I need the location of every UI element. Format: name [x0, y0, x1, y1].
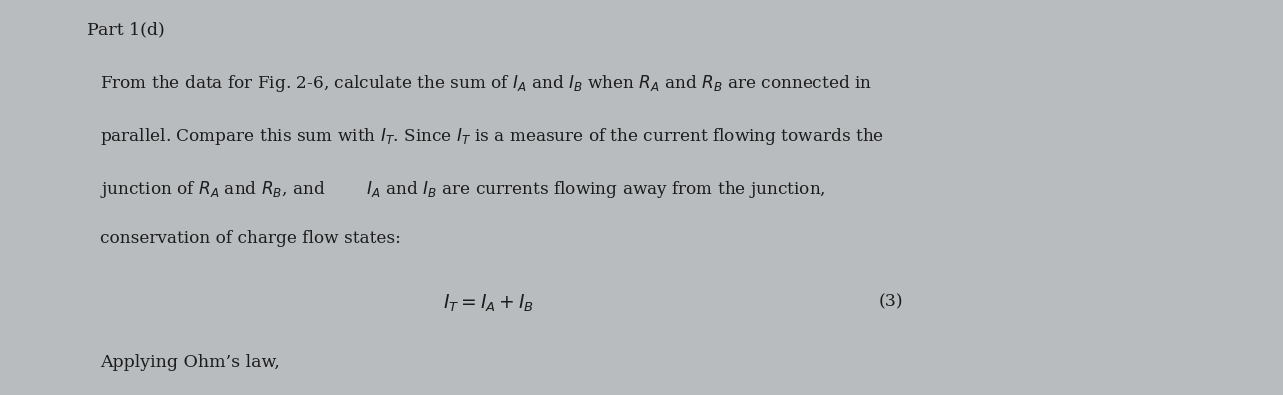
Text: parallel. Compare this sum with $I_T$. Since $I_T$ is a measure of the current f: parallel. Compare this sum with $I_T$. S…: [100, 126, 884, 147]
Text: $I_T = I_A + I_B$: $I_T = I_A + I_B$: [443, 293, 534, 314]
Text: From the data for Fig. 2-6, calculate the sum of $I_A$ and $I_B$ when $R_A$ and : From the data for Fig. 2-6, calculate th…: [100, 73, 872, 94]
Text: conservation of charge flow states:: conservation of charge flow states:: [100, 230, 402, 247]
Text: Applying Ohm’s law,: Applying Ohm’s law,: [100, 354, 280, 371]
Text: Part 1(d): Part 1(d): [87, 22, 166, 39]
Text: junction of $R_A$ and $R_B$, and        $I_A$ and $I_B$ are currents flowing awa: junction of $R_A$ and $R_B$, and $I_A$ a…: [100, 179, 826, 199]
Text: (3): (3): [879, 293, 903, 310]
